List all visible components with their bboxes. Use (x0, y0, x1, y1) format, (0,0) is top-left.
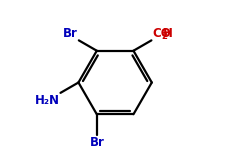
Text: Br: Br (90, 136, 105, 149)
Text: 2: 2 (161, 33, 167, 41)
Text: Br: Br (63, 27, 78, 40)
Text: CO: CO (153, 27, 171, 40)
Text: H₂N: H₂N (35, 94, 60, 107)
Text: H: H (163, 27, 173, 40)
